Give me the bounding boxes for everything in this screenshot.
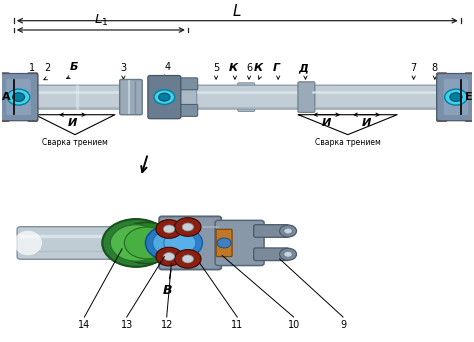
Text: Г: Г	[273, 63, 280, 73]
Circle shape	[110, 225, 162, 261]
FancyBboxPatch shape	[312, 85, 442, 109]
Text: 2: 2	[45, 63, 51, 73]
Text: Сварка трением: Сварка трением	[42, 138, 108, 147]
Circle shape	[450, 93, 462, 102]
Text: В: В	[163, 284, 173, 297]
Circle shape	[280, 225, 297, 237]
FancyBboxPatch shape	[437, 74, 474, 121]
FancyBboxPatch shape	[119, 79, 142, 115]
Circle shape	[175, 218, 201, 236]
FancyBboxPatch shape	[444, 79, 468, 115]
Text: 8: 8	[432, 63, 438, 73]
Text: 3: 3	[120, 63, 127, 73]
Text: 10: 10	[288, 320, 300, 330]
Text: Б: Б	[69, 62, 78, 72]
Text: 4: 4	[164, 62, 171, 72]
Text: 13: 13	[120, 320, 133, 330]
FancyBboxPatch shape	[437, 73, 447, 121]
FancyBboxPatch shape	[238, 83, 255, 111]
FancyBboxPatch shape	[197, 85, 301, 109]
FancyBboxPatch shape	[465, 73, 474, 121]
Text: 6: 6	[246, 63, 252, 73]
Text: А: А	[1, 92, 10, 102]
Circle shape	[164, 253, 175, 261]
Ellipse shape	[3, 193, 179, 294]
FancyBboxPatch shape	[176, 78, 198, 90]
FancyBboxPatch shape	[216, 229, 232, 256]
Text: $L_1$: $L_1$	[94, 13, 108, 28]
Circle shape	[280, 248, 297, 260]
FancyBboxPatch shape	[0, 73, 9, 121]
Circle shape	[102, 219, 170, 267]
Ellipse shape	[24, 205, 159, 282]
FancyBboxPatch shape	[176, 104, 198, 116]
Text: 9: 9	[340, 320, 346, 330]
Text: Сварка трением: Сварка трением	[315, 138, 381, 147]
FancyBboxPatch shape	[6, 79, 31, 115]
FancyBboxPatch shape	[27, 73, 38, 121]
Circle shape	[153, 230, 190, 256]
Text: 14: 14	[78, 320, 91, 330]
Circle shape	[445, 89, 467, 105]
Text: И: И	[68, 118, 77, 128]
Text: 11: 11	[231, 320, 243, 330]
FancyBboxPatch shape	[148, 76, 181, 119]
Text: И: И	[322, 118, 331, 128]
Circle shape	[156, 247, 182, 266]
Circle shape	[12, 93, 25, 102]
FancyBboxPatch shape	[178, 89, 199, 105]
Text: К: К	[228, 63, 237, 73]
Circle shape	[154, 90, 175, 104]
Circle shape	[146, 225, 197, 261]
Circle shape	[284, 228, 292, 234]
FancyBboxPatch shape	[159, 216, 221, 269]
FancyBboxPatch shape	[215, 220, 264, 265]
Text: 1: 1	[28, 63, 35, 73]
Text: Е: Е	[465, 92, 473, 102]
Ellipse shape	[14, 231, 42, 255]
Circle shape	[217, 238, 231, 248]
FancyBboxPatch shape	[0, 74, 38, 121]
Circle shape	[175, 250, 201, 268]
Circle shape	[164, 232, 196, 254]
FancyBboxPatch shape	[33, 85, 122, 109]
FancyBboxPatch shape	[254, 248, 289, 261]
Text: $L$: $L$	[232, 3, 242, 19]
Circle shape	[118, 222, 176, 264]
Circle shape	[159, 93, 170, 101]
Circle shape	[164, 225, 175, 233]
Circle shape	[182, 223, 193, 231]
FancyBboxPatch shape	[17, 227, 145, 259]
Text: 12: 12	[161, 320, 173, 330]
Circle shape	[7, 89, 30, 105]
Circle shape	[124, 227, 170, 259]
Text: 5: 5	[213, 63, 219, 73]
Ellipse shape	[45, 216, 138, 270]
Text: 7: 7	[410, 63, 417, 73]
Text: К: К	[254, 63, 263, 73]
Circle shape	[157, 227, 202, 259]
Circle shape	[156, 220, 182, 238]
Circle shape	[182, 255, 193, 263]
Text: И: И	[362, 118, 371, 128]
Circle shape	[284, 251, 292, 257]
Text: Д: Д	[299, 63, 309, 73]
FancyBboxPatch shape	[254, 225, 289, 237]
FancyBboxPatch shape	[298, 82, 315, 113]
